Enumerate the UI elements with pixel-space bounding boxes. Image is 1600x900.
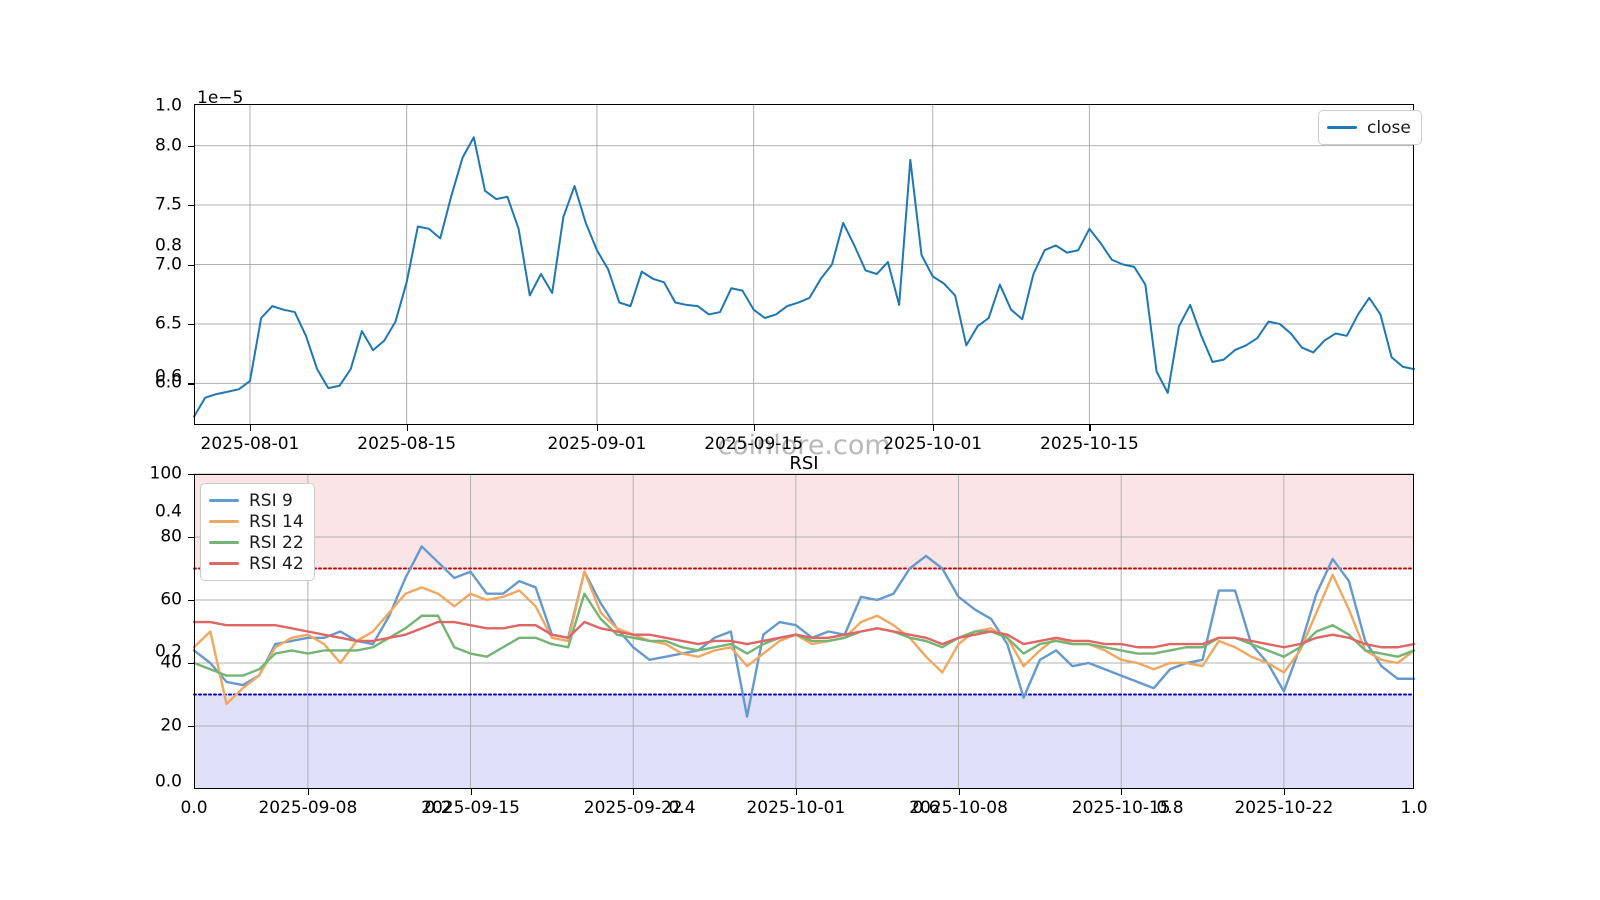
rsi-y-tick-label: 80 <box>160 526 182 547</box>
rsi-x-tick-label: 2025-10-08 <box>909 798 1008 818</box>
price-x-tick-label: 2025-10-15 <box>1040 434 1139 454</box>
price-y-overlay-tick-label: 0.8 <box>154 235 182 256</box>
rsi-panel-title: RSI <box>789 453 819 474</box>
rsi-plot-area <box>192 473 1416 789</box>
price-y-tickmark <box>188 264 194 266</box>
rsi-x-tickmark <box>795 789 798 795</box>
rsi-x-overlay-tick-label: 0.8 <box>1156 798 1184 818</box>
legend-label: RSI 9 <box>249 490 293 511</box>
price-x-tickmark <box>1089 425 1091 431</box>
price-y-tick-label: 7.5 <box>154 194 182 215</box>
price-legend-item[interactable]: close <box>1327 117 1411 138</box>
price-x-tick-label: 2025-09-15 <box>704 434 804 454</box>
price-y-overlay-tick-label: 0.6 <box>154 366 182 387</box>
legend-color-swatch <box>209 541 239 544</box>
rsi-y-tickmark <box>188 663 194 665</box>
price-y-tickmark <box>188 145 194 147</box>
legend-label: close <box>1367 117 1411 138</box>
price-x-tickmark <box>406 425 408 431</box>
rsi-legend[interactable]: RSI 9 RSI 14 RSI 22 RSI 42 <box>200 483 315 581</box>
price-y-tick-label: 6.0 <box>154 372 182 393</box>
rsi-x-tickmark <box>307 789 310 795</box>
rsi-chart-panel <box>192 473 1416 789</box>
rsi-x-overlay-tick-label: 0.6 <box>912 798 940 818</box>
legend-label: RSI 14 <box>249 511 304 532</box>
rsi-x-overlay-tick-label: 0.4 <box>668 798 696 818</box>
rsi-x-tickmark <box>1283 789 1286 795</box>
price-y-tick-label: 7.0 <box>154 254 182 274</box>
price-x-tickmark <box>932 425 934 431</box>
rsi-x-tick-label: 2025-09-15 <box>421 798 520 818</box>
legend-color-swatch <box>1327 126 1357 129</box>
rsi-legend-item[interactable]: RSI 9 <box>209 490 304 511</box>
rsi-x-tick-label: 2025-09-08 <box>258 798 358 818</box>
price-y-tick-label: 6.5 <box>154 313 182 334</box>
rsi-x-tickmark <box>470 789 472 795</box>
rsi-y-tick-label: 40 <box>160 652 182 673</box>
price-plot-area <box>193 104 1415 425</box>
rsi-y-tickmark <box>188 474 194 476</box>
price-x-tick-label: 2025-09-01 <box>547 434 647 454</box>
rsi-y-tick-label: 20 <box>160 715 182 736</box>
rsi-x-tick-label: 2025-10-01 <box>746 798 846 818</box>
price-x-tick-label: 2025-10-01 <box>883 434 983 454</box>
rsi-x-tick-label: 2025-10-15 <box>1071 798 1171 818</box>
price-y-tickmark <box>188 383 194 385</box>
rsi-y-overlay-tick-label: 0.2 <box>154 641 182 662</box>
price-y-tickmark <box>188 205 194 207</box>
rsi-y-tickmark <box>188 726 194 728</box>
rsi-y-tick-label: 60 <box>160 589 182 610</box>
price-x-tick-label: 2025-08-01 <box>200 434 300 454</box>
rsi-x-tickmark <box>633 789 635 795</box>
legend-label: RSI 22 <box>249 532 304 553</box>
price-x-tickmark <box>753 425 755 431</box>
price-legend[interactable]: close <box>1318 110 1422 145</box>
price-x-tickmark <box>596 425 599 431</box>
rsi-legend-item[interactable]: RSI 42 <box>209 553 304 574</box>
rsi-legend-item[interactable]: RSI 22 <box>209 532 304 553</box>
rsi-legend-item[interactable]: RSI 14 <box>209 511 304 532</box>
price-x-tick-label: 2025-08-15 <box>357 434 457 454</box>
watermark: coinlore.com <box>717 430 891 461</box>
legend-label: RSI 42 <box>249 553 304 574</box>
rsi-y-tick-label: 100 <box>149 463 182 484</box>
legend-color-swatch <box>209 562 239 565</box>
rsi-x-overlay-tick-label: 0.0 <box>180 798 208 818</box>
price-x-tickmark <box>249 425 252 431</box>
rsi-y-tickmark <box>188 537 194 539</box>
rsi-x-tick-label: 2025-09-22 <box>583 798 683 818</box>
price-chart-panel <box>193 104 1415 425</box>
legend-color-swatch <box>209 520 239 523</box>
rsi-x-overlay-tick-label: 0.2 <box>424 798 452 818</box>
rsi-x-tick-label: 2025-10-22 <box>1234 798 1334 818</box>
rsi-y-overlay-tick-label: 0.4 <box>154 501 182 522</box>
price-y-tickmark <box>188 323 194 326</box>
legend-color-swatch <box>209 499 239 502</box>
rsi-x-tickmark <box>1121 789 1123 795</box>
rsi-x-overlay-tick-label: 1.0 <box>1400 798 1428 818</box>
rsi-x-tickmark <box>958 789 960 795</box>
rsi-y-tickmark <box>188 600 194 602</box>
price-y-tick-label: 8.0 <box>154 135 182 156</box>
price-y-overlay-tick-label: 1.0 <box>154 95 182 116</box>
rsi-y-overlay-tick-label: 0.0 <box>154 771 182 792</box>
price-exponent-label: 1e−5 <box>197 88 244 108</box>
